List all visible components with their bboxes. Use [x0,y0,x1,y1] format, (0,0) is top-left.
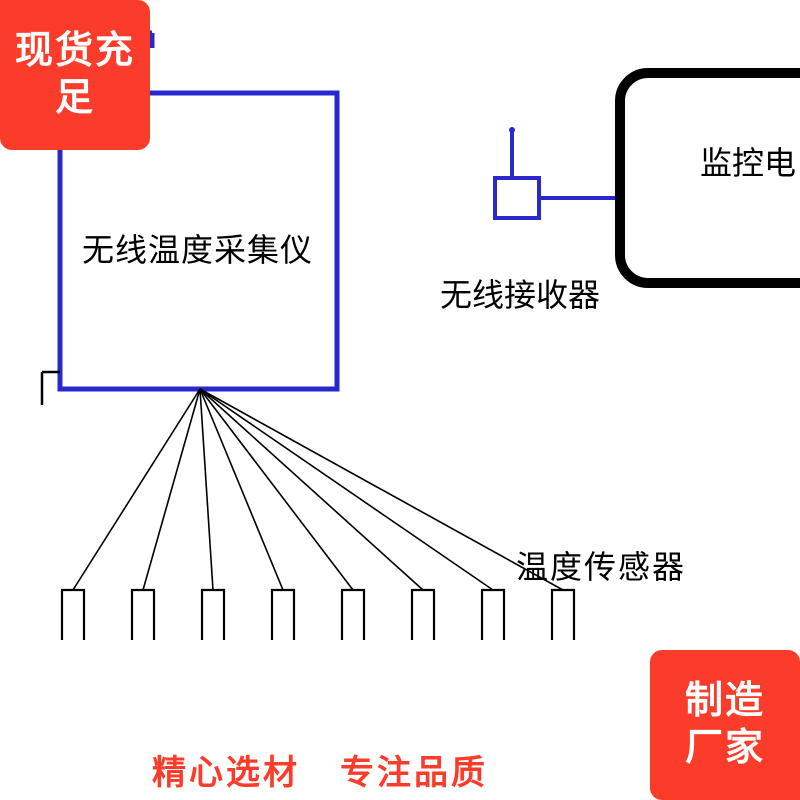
badge-bottom-right-text: 制造 厂家 [685,678,765,773]
sensor-fanout [73,389,563,590]
sensor-row [62,590,574,640]
slogan-left: 精心选材 [152,745,300,794]
slogan-right: 专注品质 [340,745,488,794]
badge-bottom-right: 制造 厂家 [650,650,800,800]
collector-label: 无线温度采集仪 [82,225,313,271]
badge-top-left-text: 现货充足 [14,28,136,123]
badge-br-line2: 厂家 [685,727,765,769]
monitor-label: 监控电 [700,138,796,184]
left-stub-wire [42,372,60,405]
slogan-bar: 精心选材 专注品质 [0,745,640,794]
receiver-label: 无线接收器 [440,270,600,316]
badge-top-left: 现货充足 [0,0,150,150]
diagram-canvas: 无线温度采集仪 无线接收器 监控电 温度传感器 现货充足 制造 厂家 精心选材 … [0,0,800,800]
sensors-label: 温度传感器 [516,542,686,588]
receiver-node [495,127,620,218]
badge-br-line1: 制造 [685,680,765,722]
